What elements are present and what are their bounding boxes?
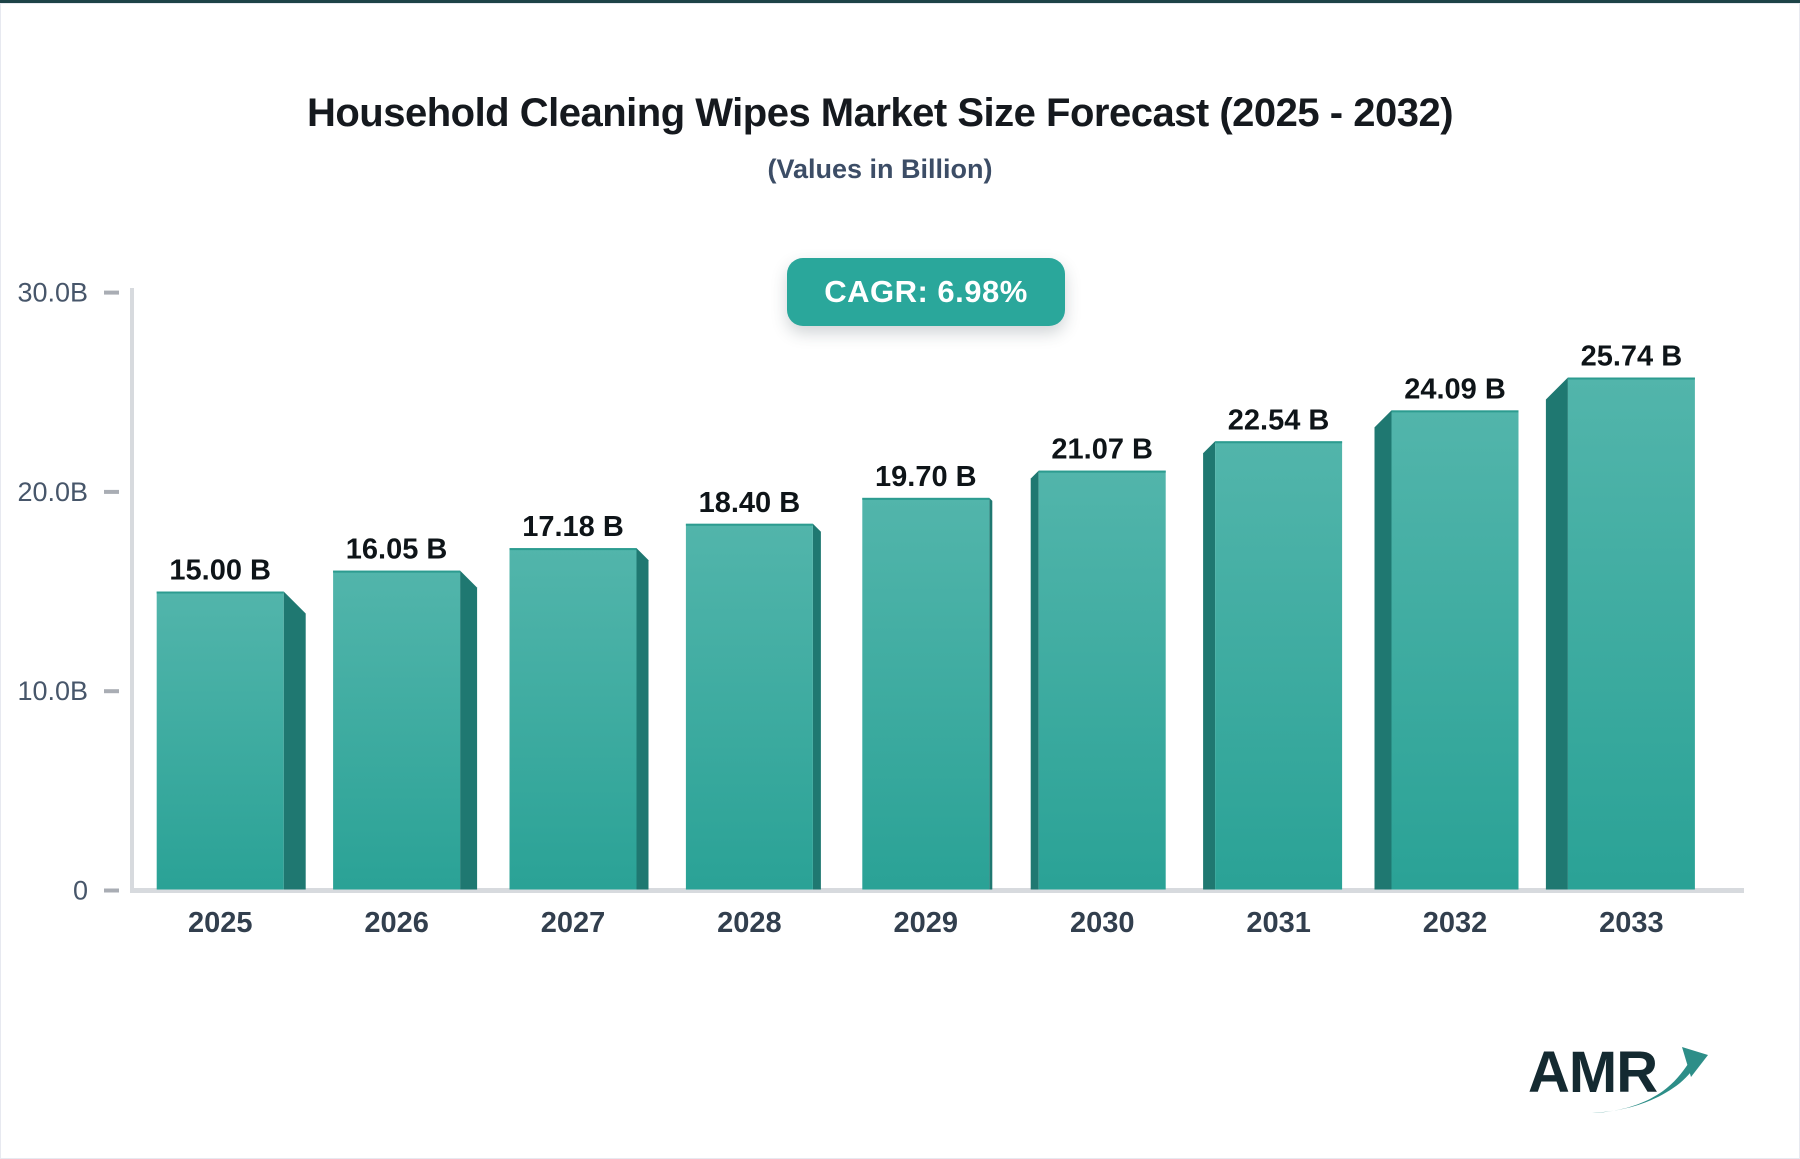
bar-value-label: 17.18 B xyxy=(522,511,624,543)
y-tick-label: 30.0B xyxy=(17,278,88,308)
bar-value-label: 22.54 B xyxy=(1228,404,1330,436)
y-tick xyxy=(104,689,119,694)
bar-front-face xyxy=(1038,470,1166,890)
y-tick-label: 20.0B xyxy=(17,477,88,507)
bar-side-face xyxy=(1030,470,1039,890)
y-tick xyxy=(104,888,119,893)
y-tick xyxy=(104,290,119,295)
bar-group-2028: 18.40 B 2028 xyxy=(685,487,821,939)
bar-side-face xyxy=(1545,377,1568,890)
bar-front-face xyxy=(333,570,461,890)
bar-value-label: 24.09 B xyxy=(1404,373,1506,405)
bar-group-2029: 19.70 B 2029 xyxy=(862,461,993,939)
bar-front-face xyxy=(862,497,990,890)
cagr-badge: CAGR: 6.98% xyxy=(787,258,1065,326)
x-axis-label-2033: 2033 xyxy=(1599,907,1664,939)
bar-value-label: 18.40 B xyxy=(699,487,801,519)
x-axis-label-2028: 2028 xyxy=(717,907,782,939)
bar-side-face xyxy=(283,591,306,890)
x-axis-label-2025: 2025 xyxy=(188,907,253,939)
bar-value-label: 21.07 B xyxy=(1051,434,1153,466)
y-tick-label: 10.0B xyxy=(17,676,88,706)
bar-side-face xyxy=(636,548,649,890)
bar-value-label: 15.00 B xyxy=(169,555,271,587)
bar-value-label: 19.70 B xyxy=(875,461,977,493)
bar-group-2032: 24.09 B 2032 xyxy=(1374,373,1519,939)
brand-wordmark: AMR xyxy=(1528,1040,1658,1105)
chart-subtitle: (Values in Billion) xyxy=(767,154,993,184)
bar-value-label: 25.74 B xyxy=(1581,341,1683,373)
brand-logo: AMR xyxy=(1528,1039,1708,1119)
trending-up-arrow-icon xyxy=(1592,1047,1708,1113)
bar-side-face xyxy=(812,523,821,890)
bar-front-face xyxy=(1567,377,1695,890)
x-axis-label-2030: 2030 xyxy=(1070,907,1135,939)
x-axis-label-2026: 2026 xyxy=(364,907,429,939)
bar-chart-canvas: 0 10.0B 20.0B 30.0B 15.00 B 2025 16.05 B 2026 17… xyxy=(17,278,1744,939)
bar-group-2030: 21.07 B 2030 xyxy=(1030,434,1166,939)
bar-side-face xyxy=(989,497,993,890)
bar-front-face xyxy=(1215,441,1343,890)
y-tick xyxy=(104,489,119,494)
x-axis-label-2032: 2032 xyxy=(1423,907,1488,939)
bar-side-face xyxy=(460,570,478,890)
chart-title: Household Cleaning Wipes Market Size For… xyxy=(306,91,1454,135)
bar-side-face xyxy=(1374,410,1392,890)
bar-group-2033: 25.74 B 2033 xyxy=(1545,341,1695,939)
bar-front-face xyxy=(156,591,284,890)
x-axis-label-2027: 2027 xyxy=(541,907,606,939)
bar-group-2026: 16.05 B 2026 xyxy=(333,534,478,939)
bar-group-2025: 15.00 B 2025 xyxy=(156,555,306,939)
x-axis-label-2029: 2029 xyxy=(894,907,959,939)
chart-header: Household Cleaning Wipes Market Size For… xyxy=(0,91,1760,185)
bar-front-face xyxy=(509,548,637,890)
bar-front-face xyxy=(1391,410,1519,890)
bar-front-face xyxy=(685,523,813,890)
bar-side-face xyxy=(1203,441,1216,890)
bar-group-2031: 22.54 B 2031 xyxy=(1203,404,1343,939)
bar-group-2027: 17.18 B 2027 xyxy=(509,511,649,939)
cagr-badge-label: CAGR: 6.98% xyxy=(824,274,1028,309)
x-axis-label-2031: 2031 xyxy=(1246,907,1311,939)
bar-value-label: 16.05 B xyxy=(346,534,448,566)
y-tick-label: 0 xyxy=(73,876,88,906)
